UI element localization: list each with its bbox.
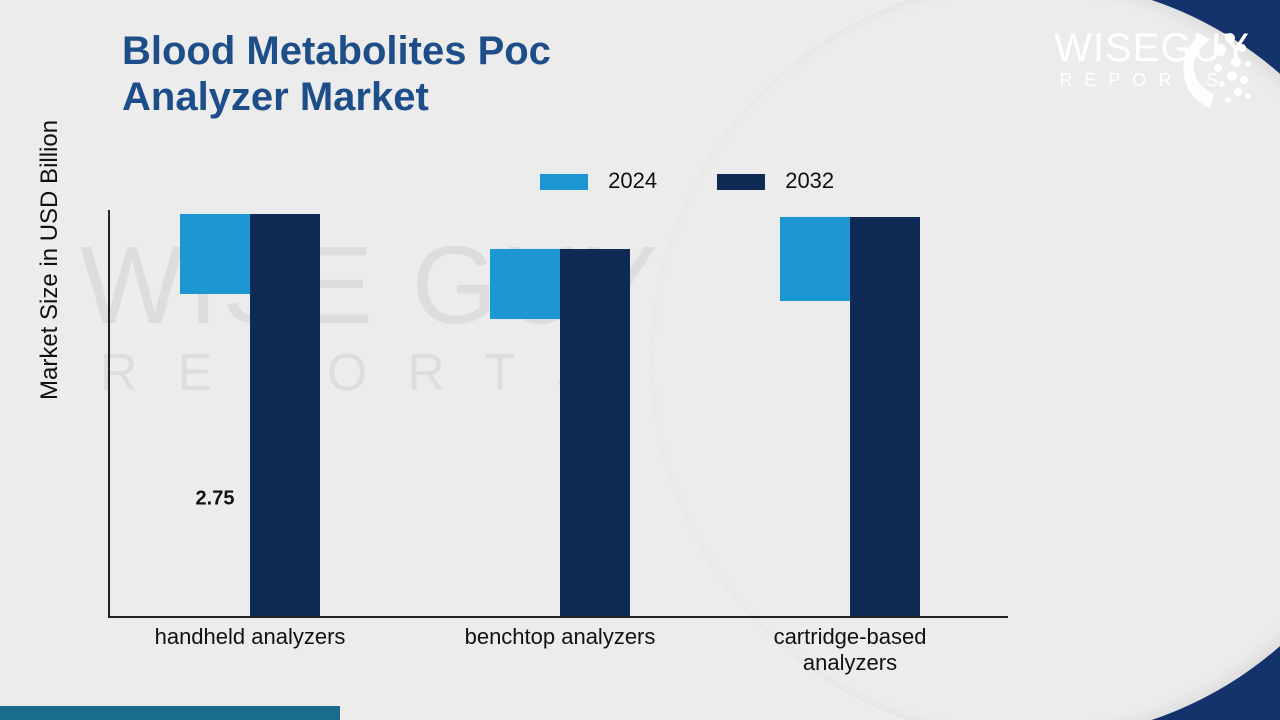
bar-group-cartridge — [780, 217, 960, 616]
legend-swatch-2024 — [540, 174, 588, 190]
legend-label-2024: 2024 — [608, 168, 657, 193]
x-label-benchtop: benchtop analyzers — [450, 624, 670, 650]
bar-group-handheld — [180, 214, 360, 616]
legend: 2024 2032 — [540, 168, 834, 194]
legend-label-2032: 2032 — [785, 168, 834, 193]
legend-swatch-2032 — [717, 174, 765, 190]
legend-item-2032: 2032 — [717, 168, 834, 194]
bar-cartridge-2024 — [780, 217, 850, 302]
bar-benchtop-2024 — [490, 249, 560, 319]
x-label-cartridge: cartridge-based analyzers — [740, 624, 960, 677]
y-axis-label: Market Size in USD Billion — [36, 120, 64, 400]
bar-handheld-2032 — [250, 214, 320, 616]
logo-head-icon — [1170, 24, 1256, 114]
brand-logo: WISEGUY REPORTS — [990, 28, 1250, 118]
x-label-handheld: handheld analyzers — [140, 624, 360, 650]
legend-item-2024: 2024 — [540, 168, 657, 194]
chart-canvas: WISEGUY REPORTS WISE GUYREPORTS Blood Me… — [0, 0, 1280, 720]
bar-cartridge-2032 — [850, 217, 920, 616]
footer-accent-bar — [0, 706, 340, 720]
chart-title: Blood Metabolites Poc Analyzer Market — [122, 28, 682, 120]
bar-handheld-2024 — [180, 214, 250, 294]
plot-area: handheld analyzersbenchtop analyzerscart… — [108, 210, 1008, 618]
bar-group-benchtop — [490, 249, 670, 616]
bar-benchtop-2032 — [560, 249, 630, 616]
value-label-handheld-2024: 2.75 — [196, 488, 235, 511]
